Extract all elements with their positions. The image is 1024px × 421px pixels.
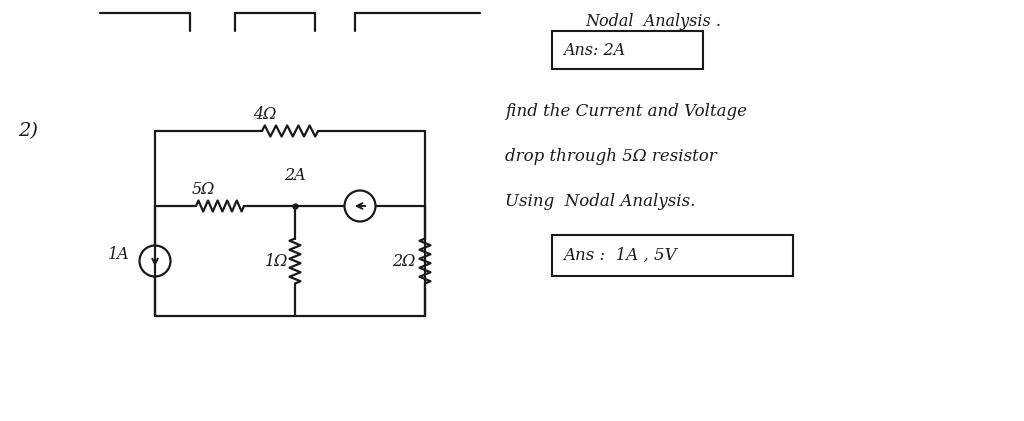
Text: find the Current and Voltage: find the Current and Voltage (505, 102, 746, 120)
Text: Ans: 2A: Ans: 2A (563, 42, 625, 59)
Text: 5Ω: 5Ω (193, 181, 215, 198)
Text: Nodal  Analysis .: Nodal Analysis . (585, 13, 721, 30)
Text: 1Ω: 1Ω (265, 253, 289, 270)
Text: 1A: 1A (108, 246, 130, 263)
Text: drop through 5Ω resistor: drop through 5Ω resistor (505, 147, 717, 165)
Text: 2): 2) (18, 122, 38, 140)
Text: 2A: 2A (285, 167, 306, 184)
Text: Ans :  1A , 5V: Ans : 1A , 5V (563, 247, 677, 264)
Text: Using  Nodal Analysis.: Using Nodal Analysis. (505, 192, 695, 210)
Text: 4Ω: 4Ω (253, 106, 276, 123)
Text: 2Ω: 2Ω (392, 253, 416, 270)
